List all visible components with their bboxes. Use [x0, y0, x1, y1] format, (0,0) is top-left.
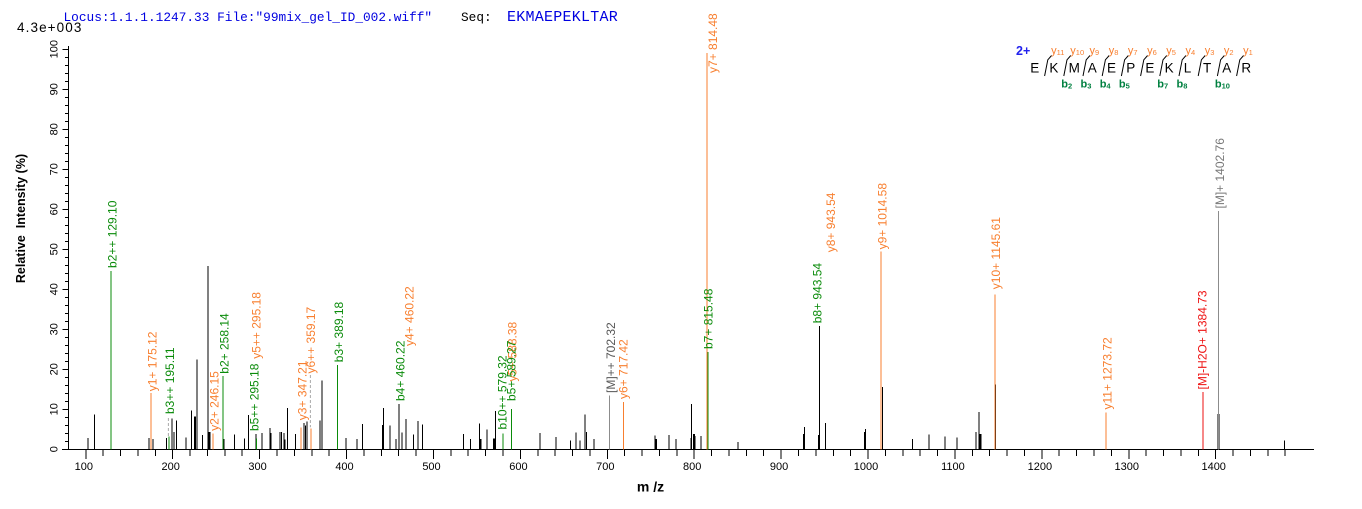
- svg-text:30: 30: [48, 323, 60, 335]
- svg-text:A: A: [1222, 61, 1231, 76]
- svg-text:2+: 2+: [1016, 44, 1030, 58]
- svg-text:10: 10: [48, 403, 60, 415]
- svg-text:A: A: [1088, 61, 1097, 76]
- svg-text:Relative Intensity (%): Relative Intensity (%): [14, 154, 28, 283]
- svg-text:L: L: [1184, 61, 1192, 76]
- svg-text:[M]++ 702.32: [M]++ 702.32: [604, 322, 618, 393]
- svg-text:M: M: [1069, 61, 1080, 76]
- svg-text:100: 100: [48, 40, 60, 58]
- svg-text:y7: y7: [1128, 45, 1138, 57]
- svg-text:E: E: [1030, 61, 1039, 76]
- svg-text:1000: 1000: [854, 461, 878, 473]
- svg-text:b2+ 258.14: b2+ 258.14: [217, 313, 231, 374]
- svg-text:600: 600: [509, 461, 527, 473]
- svg-text:y6++ 359.17: y6++ 359.17: [304, 306, 318, 373]
- svg-text:b3++ 195.11: b3++ 195.11: [163, 347, 177, 414]
- svg-text:100: 100: [75, 461, 93, 473]
- svg-text:b7: b7: [1157, 79, 1168, 91]
- svg-text:b8: b8: [1177, 79, 1188, 91]
- svg-text:y2+ 246.15: y2+ 246.15: [207, 371, 221, 431]
- svg-text:900: 900: [770, 461, 788, 473]
- svg-text:b4+ 460.22: b4+ 460.22: [393, 340, 407, 401]
- svg-text:b3: b3: [1081, 79, 1092, 91]
- svg-text:b3+ 389.18: b3+ 389.18: [332, 301, 346, 362]
- svg-text:4.3e+003: 4.3e+003: [17, 20, 82, 35]
- svg-text:500: 500: [422, 461, 440, 473]
- svg-text:1100: 1100: [941, 461, 965, 473]
- svg-text:y6+ 717.42: y6+ 717.42: [616, 339, 630, 399]
- svg-text:b8+ 943.54: b8+ 943.54: [811, 263, 825, 324]
- svg-text:800: 800: [683, 461, 701, 473]
- svg-text:y1+ 175.12: y1+ 175.12: [145, 331, 159, 391]
- svg-text:E: E: [1107, 61, 1116, 76]
- svg-text:b10++ 579.32: b10++ 579.32: [496, 355, 510, 429]
- svg-text:y11+ 1273.72: y11+ 1273.72: [1101, 337, 1115, 410]
- svg-text:1200: 1200: [1028, 461, 1052, 473]
- svg-text:y11: y11: [1051, 45, 1064, 57]
- svg-text:T: T: [1203, 61, 1211, 76]
- svg-text:K: K: [1049, 61, 1058, 76]
- svg-text:y1: y1: [1243, 45, 1253, 57]
- svg-text:200: 200: [162, 461, 180, 473]
- svg-text:y5++ 295.18: y5++ 295.18: [250, 292, 264, 359]
- svg-text:700: 700: [596, 461, 614, 473]
- svg-text:y9: y9: [1090, 45, 1100, 57]
- svg-text:80: 80: [48, 123, 60, 135]
- svg-text:b5: b5: [1119, 79, 1130, 91]
- svg-text:60: 60: [48, 203, 60, 215]
- svg-text:300: 300: [248, 461, 266, 473]
- svg-text:b5++ 295.18: b5++ 295.18: [247, 363, 261, 431]
- svg-text:y8+ 943.54: y8+ 943.54: [824, 192, 838, 252]
- svg-text:K: K: [1165, 61, 1174, 76]
- svg-text:m /z: m /z: [637, 479, 664, 495]
- svg-text:y7+ 814.48: y7+ 814.48: [706, 13, 720, 73]
- svg-text:y8: y8: [1109, 45, 1119, 57]
- svg-text:y2: y2: [1224, 45, 1234, 57]
- svg-text:y4: y4: [1186, 45, 1196, 57]
- svg-text:90: 90: [48, 83, 60, 95]
- svg-text:1400: 1400: [1201, 461, 1225, 473]
- svg-text:P: P: [1126, 61, 1135, 76]
- svg-text:b2++ 129.10: b2++ 129.10: [106, 200, 120, 268]
- svg-text:y6: y6: [1147, 45, 1157, 57]
- svg-text:50: 50: [48, 243, 60, 255]
- svg-text:Locus:1.1.1.1247.33 File:"99mi: Locus:1.1.1.1247.33 File:"99mix_gel_ID_0…: [64, 9, 619, 26]
- svg-text:[M]+ 1402.76: [M]+ 1402.76: [1213, 138, 1227, 209]
- svg-text:b5+ 589.27: b5+ 589.27: [505, 340, 519, 401]
- svg-text:y4+ 460.22: y4+ 460.22: [403, 286, 417, 346]
- svg-text:y9+ 1014.58: y9+ 1014.58: [876, 183, 890, 250]
- svg-text:b4: b4: [1100, 79, 1112, 91]
- svg-text:b7+ 815.48: b7+ 815.48: [701, 288, 715, 349]
- svg-text:400: 400: [335, 461, 353, 473]
- svg-text:y10+ 1145.61: y10+ 1145.61: [989, 217, 1003, 290]
- svg-text:0: 0: [48, 446, 60, 452]
- svg-text:y3: y3: [1205, 45, 1215, 57]
- svg-text:[M]-H2O+ 1384.73: [M]-H2O+ 1384.73: [1195, 290, 1209, 389]
- svg-text:b2: b2: [1061, 79, 1072, 91]
- svg-text:y10: y10: [1070, 45, 1084, 57]
- svg-text:70: 70: [48, 163, 60, 175]
- svg-text:40: 40: [48, 283, 60, 295]
- svg-text:b10: b10: [1215, 79, 1230, 91]
- svg-text:1300: 1300: [1115, 461, 1139, 473]
- svg-text:y5: y5: [1166, 45, 1176, 57]
- svg-text:R: R: [1241, 61, 1251, 76]
- svg-text:y3+ 347.21: y3+ 347.21: [296, 360, 310, 420]
- svg-text:20: 20: [48, 363, 60, 375]
- svg-text:E: E: [1145, 61, 1154, 76]
- svg-text:y5+ 588.38: y5+ 588.38: [505, 321, 519, 381]
